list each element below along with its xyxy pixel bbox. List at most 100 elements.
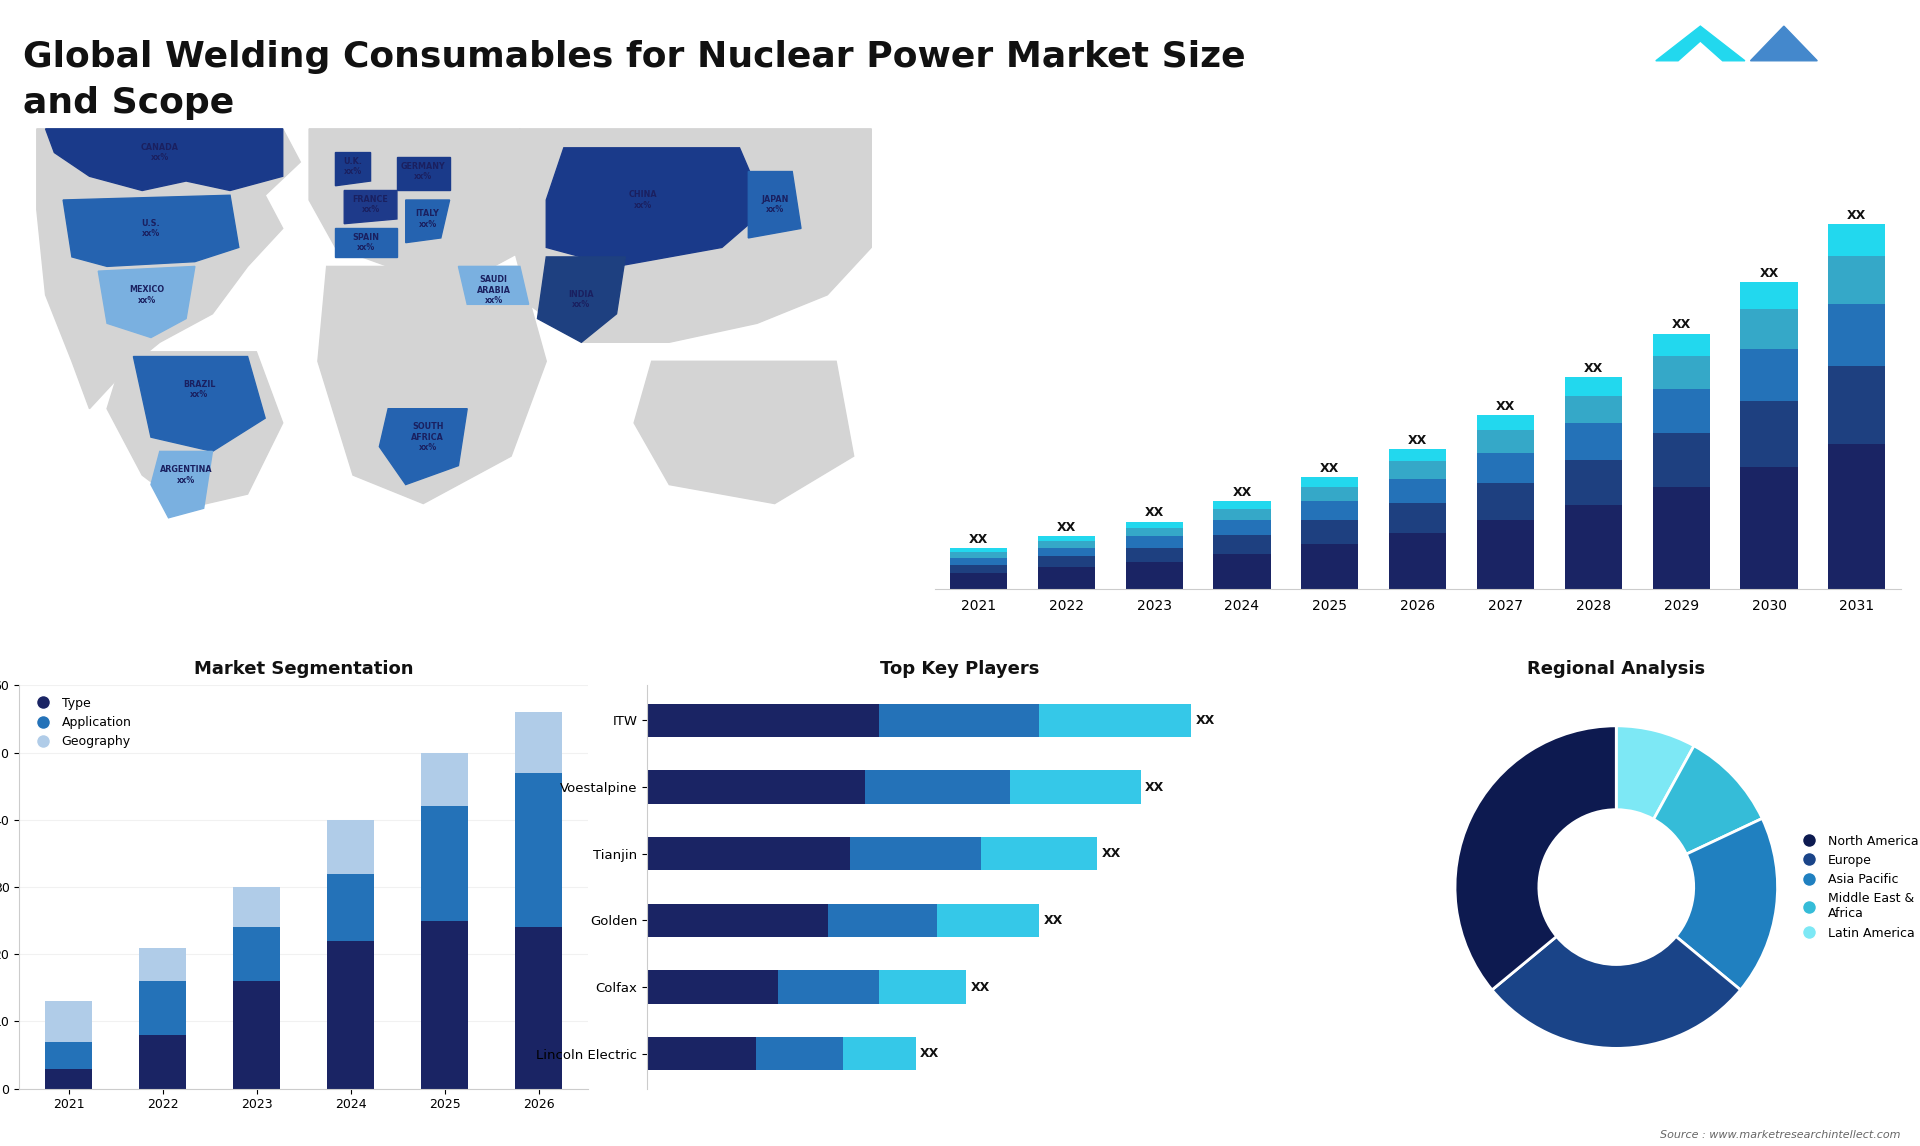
Text: U.K.
xx%: U.K. xx% [344,157,363,176]
Text: XX: XX [1043,913,1062,927]
Text: XX: XX [1672,319,1692,331]
Bar [515,713,563,772]
Bar [326,819,374,873]
Bar [647,837,851,871]
Wedge shape [1455,725,1617,990]
Text: XX: XX [1584,362,1603,375]
Title: Regional Analysis: Regional Analysis [1526,660,1705,678]
Polygon shape [36,128,300,409]
Polygon shape [108,352,282,509]
Bar [647,704,879,737]
Text: ITALY
xx%: ITALY xx% [417,210,440,229]
Bar [864,770,1010,803]
Bar [1828,444,1885,589]
Bar [1302,477,1357,487]
Bar [1125,536,1183,548]
Bar [950,565,1006,573]
Text: ARGENTINA
xx%: ARGENTINA xx% [159,465,213,485]
Bar [420,753,468,807]
Wedge shape [1676,818,1778,990]
Bar [1741,282,1797,309]
Bar [778,971,879,1004]
Text: CANADA
xx%: CANADA xx% [140,143,179,163]
Bar [1741,466,1797,589]
Bar [950,552,1006,558]
Bar [1653,333,1709,356]
Bar [647,971,778,1004]
Bar [1037,548,1094,556]
Bar [1741,350,1797,401]
Text: XX: XX [1056,520,1075,534]
Bar [1037,567,1094,589]
Bar [828,904,937,937]
Polygon shape [152,452,213,518]
Polygon shape [547,148,766,266]
Bar [420,807,468,920]
Bar [851,837,981,871]
Text: JAPAN
xx%: JAPAN xx% [760,195,789,214]
Legend: Type, Application, Geography: Type, Application, Geography [25,692,136,753]
Bar [1653,433,1709,487]
Bar [326,941,374,1089]
Polygon shape [344,190,397,223]
Text: XX: XX [1196,714,1215,727]
Text: SAUDI
ARABIA
xx%: SAUDI ARABIA xx% [476,275,511,305]
Bar [879,971,966,1004]
Bar [326,873,374,941]
Bar [1213,509,1271,520]
Bar [1476,453,1534,482]
Bar [1039,704,1190,737]
Polygon shape [538,257,626,343]
Polygon shape [336,228,397,257]
Bar [1828,225,1885,256]
Bar [1037,556,1094,567]
Polygon shape [405,201,449,243]
Bar [1476,415,1534,430]
Text: MEXICO
xx%: MEXICO xx% [129,285,163,305]
Text: BRAZIL
xx%: BRAZIL xx% [182,380,215,400]
Bar [1476,430,1534,453]
Bar [756,1037,843,1070]
Polygon shape [46,128,282,190]
Polygon shape [336,152,371,186]
Text: INDIA
xx%: INDIA xx% [568,290,593,309]
Bar [647,904,828,937]
Bar [1213,554,1271,589]
Bar [1213,520,1271,535]
Text: SPAIN
xx%: SPAIN xx% [353,233,380,252]
Bar [647,770,864,803]
Bar [1388,503,1446,533]
Bar [1476,482,1534,519]
Polygon shape [511,128,872,343]
Title: Market Segmentation: Market Segmentation [194,660,413,678]
Bar [1565,377,1622,395]
Polygon shape [1655,26,1745,61]
Bar [44,1068,92,1089]
Bar [950,573,1006,589]
Bar [232,981,280,1089]
Text: and Scope: and Scope [23,86,234,120]
Text: XX: XX [970,533,989,545]
Text: MARKET
RESEARCH
INTELLECT: MARKET RESEARCH INTELLECT [1822,26,1876,61]
Text: XX: XX [1496,400,1515,413]
Text: XX: XX [1847,209,1866,222]
Bar [1302,544,1357,589]
Bar [1828,304,1885,366]
Bar [1010,770,1140,803]
Polygon shape [1751,26,1816,61]
Bar [1565,504,1622,589]
Bar [647,1037,756,1070]
Polygon shape [98,266,196,338]
Text: Source : www.marketresearchintellect.com: Source : www.marketresearchintellect.com [1661,1130,1901,1140]
Bar [1037,541,1094,548]
Bar [1302,520,1357,544]
Polygon shape [132,356,265,452]
Bar [1213,535,1271,554]
Bar [138,1035,186,1089]
Bar [138,948,186,981]
Text: XX: XX [1102,847,1121,861]
Text: FRANCE
xx%: FRANCE xx% [353,195,388,214]
Bar [1565,395,1622,424]
Wedge shape [1617,725,1693,819]
Bar [950,558,1006,565]
